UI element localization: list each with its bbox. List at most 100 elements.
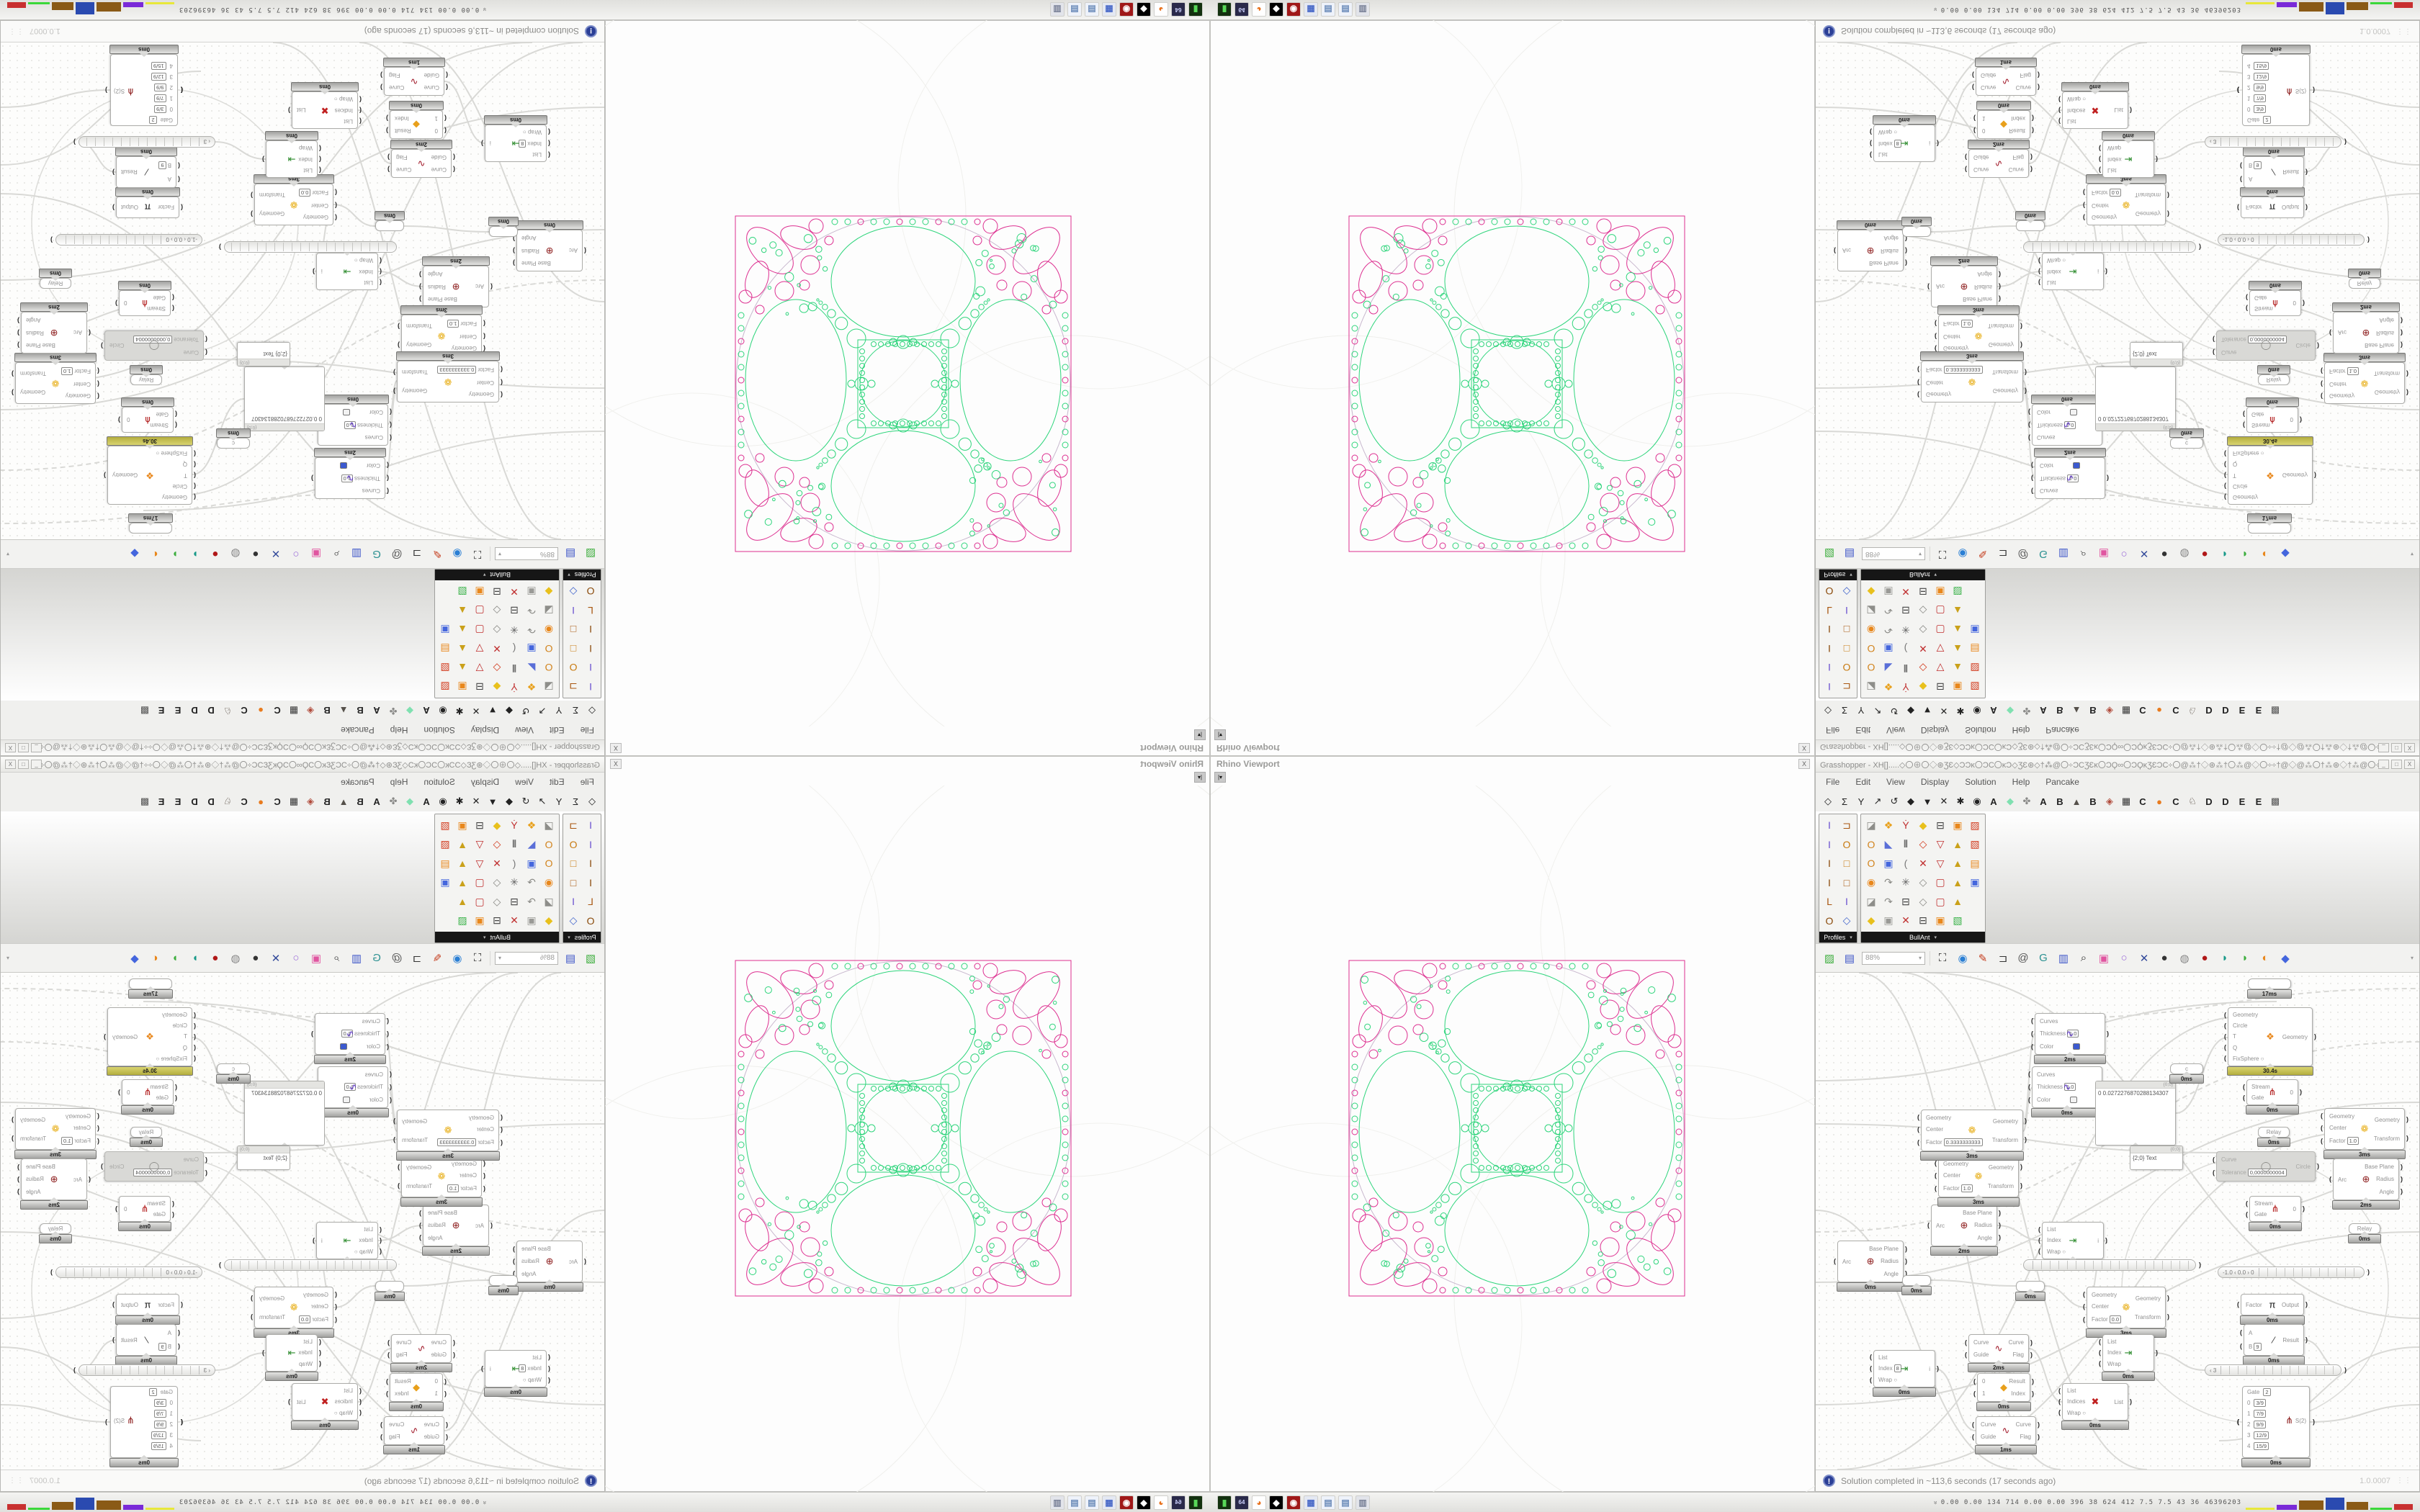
tab-display[interactable]: ◉ xyxy=(1973,706,1981,716)
tab-c1[interactable]: C xyxy=(2139,796,2146,807)
wire-hook[interactable]: ) xyxy=(50,1268,53,1276)
wire-hook[interactable]: ( xyxy=(1834,247,1836,255)
tab-grid[interactable]: ▦ xyxy=(289,796,299,806)
gha-icon[interactable]: G xyxy=(2039,952,2048,964)
wire-hook[interactable]: ( xyxy=(335,1290,337,1298)
number-slider[interactable]: -1.0 ‹ 0.0 › 0) xyxy=(2218,234,2370,246)
wire-hook[interactable]: ( xyxy=(172,305,174,312)
wire-hook[interactable]: ) xyxy=(2406,1134,2408,1142)
wire-hook[interactable]: ( xyxy=(89,329,91,337)
component-icon[interactable]: ◇ xyxy=(1842,914,1851,926)
wire-hook[interactable]: ) xyxy=(2038,1433,2040,1440)
wire-hook[interactable]: ) xyxy=(481,1364,483,1372)
floppy64-launcher-icon[interactable]: 64 xyxy=(1234,2,1249,17)
component-icon[interactable]: ▢ xyxy=(1935,876,1945,888)
component-icon[interactable]: ▽ xyxy=(475,643,484,655)
calculator-launcher-icon[interactable]: ▦ xyxy=(1304,2,1318,17)
wire-hook[interactable]: ( xyxy=(2240,162,2242,170)
maximize-button[interactable]: □ xyxy=(18,760,29,769)
wire-hook[interactable]: ( xyxy=(181,1300,183,1308)
component-icon[interactable]: I xyxy=(1828,819,1831,831)
component-icon[interactable]: □ xyxy=(570,876,577,888)
wire-hook[interactable]: ( xyxy=(1917,391,1919,399)
tab-a2[interactable]: A xyxy=(373,796,380,807)
menu-help[interactable]: Help xyxy=(390,777,408,787)
wire-hook[interactable]: ( xyxy=(97,380,99,388)
tab-maths[interactable]: Σ xyxy=(572,796,579,807)
wire-hook[interactable]: ( xyxy=(387,1043,389,1050)
wire-hook[interactable]: ) xyxy=(2025,387,2027,395)
tray-collapse-icon[interactable]: « xyxy=(481,7,489,12)
tab-c2[interactable]: C xyxy=(2172,705,2179,716)
component-icon[interactable]: I xyxy=(1828,838,1831,850)
wire-hook[interactable]: ( xyxy=(2237,1418,2239,1426)
component-icon[interactable]: ↷ xyxy=(527,895,536,907)
terminal-launcher-icon[interactable]: ▮ xyxy=(1188,1495,1203,1510)
wire-hook[interactable]: ( xyxy=(548,128,550,136)
component-icon[interactable]: Ẏ xyxy=(511,819,518,831)
component-icon[interactable]: ◇ xyxy=(493,895,501,907)
wire-hook[interactable]: ( xyxy=(181,204,183,212)
component-icon[interactable]: I xyxy=(1828,858,1831,869)
component-icon[interactable]: ▽ xyxy=(475,838,484,850)
gh-component-node[interactable]: (Geometry(Circle(T(Q(FixSphere ○ Geometry… xyxy=(2224,1007,2316,1076)
wire-hook[interactable]: ( xyxy=(2240,176,2242,184)
wire-hook[interactable]: ( xyxy=(97,1137,99,1145)
wire-hook[interactable]: ( xyxy=(483,333,485,341)
wire-hook[interactable]: ( xyxy=(446,72,448,79)
number-slider[interactable]: ) xyxy=(2023,1259,2201,1271)
wire-hook[interactable]: ( xyxy=(2028,1096,2030,1104)
component-icon[interactable]: ▧ xyxy=(457,586,467,598)
relay-node[interactable]: 0ms xyxy=(2015,1281,2045,1301)
number-slider[interactable]: ‹ 3) xyxy=(73,136,215,148)
component-icon[interactable]: O xyxy=(1867,643,1876,654)
jumpwires-icon[interactable]: ✕ xyxy=(2139,547,2149,560)
wire-hook[interactable]: ) xyxy=(2300,1088,2302,1096)
wire-hook[interactable]: ( xyxy=(1972,1433,1974,1440)
gh-titlebar[interactable]: Grasshopper - XH[].....◇〇⊕〇◇⊛ƷƐ◇ƆϽĸ〇ϽϹ〇ĸ… xyxy=(1816,757,2419,773)
gh-component-node[interactable]: (List(Index(Wrap) ⇥ 0ms xyxy=(2099,131,2158,178)
component-icon[interactable]: I xyxy=(589,681,592,693)
wire-hook[interactable]: ) xyxy=(2130,1398,2132,1405)
wire-hook[interactable]: ( xyxy=(1972,84,1974,91)
floppy64-launcher-icon[interactable]: 64 xyxy=(1171,2,1186,17)
menu-view[interactable]: View xyxy=(1886,777,1905,787)
doc-icon[interactable]: ▥ xyxy=(351,547,362,560)
sketch-pen-icon[interactable]: ✎ xyxy=(1978,547,1988,560)
gh-component-node[interactable]: (Arc Base Plane) Radius) Angle) ⊕ 2ms xyxy=(2329,302,2403,354)
component-icon[interactable]: ◇ xyxy=(493,624,501,636)
wire-hook[interactable]: ( xyxy=(446,1421,448,1428)
wire-hook[interactable]: ( xyxy=(1917,1125,1919,1133)
toolbar-overflow-icon[interactable]: ▾ xyxy=(6,955,10,961)
wire-hook[interactable]: ) xyxy=(2167,1294,2169,1302)
wire-hook[interactable]: ) xyxy=(2032,115,2034,122)
wire-hook[interactable]: ) xyxy=(393,1117,395,1125)
wire-hook[interactable]: ( xyxy=(175,1094,177,1101)
wire-hook[interactable]: ( xyxy=(2224,1011,2226,1019)
tab-b2[interactable]: B xyxy=(323,705,331,716)
wire-hook[interactable]: ( xyxy=(1965,166,1967,174)
component-icon[interactable]: ↷ xyxy=(527,624,536,636)
wire-hook[interactable]: ( xyxy=(319,1359,321,1367)
component-icon[interactable]: ↷ xyxy=(1884,605,1893,617)
gh-component-node[interactable]: (Curve(Guide Curve) Flag) ∿ 1ms xyxy=(380,58,448,96)
component-icon[interactable]: ( xyxy=(512,643,516,654)
gh-component-node[interactable]: (0(1 Result) Index) ◆ 0ms xyxy=(1973,101,2034,139)
tab-blob[interactable]: ✤ xyxy=(389,796,398,806)
open-file-icon[interactable]: ▨ xyxy=(585,547,596,560)
wire-hook[interactable]: ( xyxy=(172,1210,174,1218)
component-icon[interactable]: ▢ xyxy=(475,605,485,617)
tab-bird[interactable]: ♘ xyxy=(223,796,232,806)
exit-door-icon[interactable]: ⊐ xyxy=(412,952,422,965)
tab-params[interactable]: ◇ xyxy=(1824,706,1832,716)
gh-component-node[interactable]: (0(1 Result) Index) ◆ 0ms xyxy=(386,101,447,139)
component-icon[interactable]: O xyxy=(544,838,553,850)
wire-hook[interactable]: ( xyxy=(1935,1159,1937,1167)
floppy64-launcher-icon[interactable]: 64 xyxy=(1171,1495,1186,1510)
component-icon[interactable]: ▽ xyxy=(1936,857,1945,869)
